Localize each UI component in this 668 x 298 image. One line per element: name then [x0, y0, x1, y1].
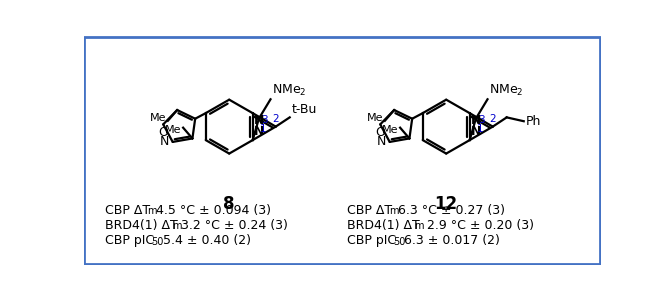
Text: Me: Me: [150, 113, 166, 123]
Text: 4.5 °C ± 0.094 (3): 4.5 °C ± 0.094 (3): [152, 204, 271, 217]
Text: NMe$_2$: NMe$_2$: [272, 83, 307, 98]
Text: O: O: [158, 126, 168, 139]
Text: N: N: [470, 114, 481, 127]
Text: CBP ΔT: CBP ΔT: [347, 204, 392, 217]
Text: 5.4 ± 0.40 (2): 5.4 ± 0.40 (2): [159, 235, 250, 247]
Text: BRD4(1) ΔT: BRD4(1) ΔT: [105, 219, 178, 232]
Text: m: m: [413, 221, 423, 231]
Text: 12: 12: [435, 195, 458, 213]
Text: 8: 8: [224, 195, 235, 213]
Text: 50: 50: [151, 237, 163, 247]
Text: Me: Me: [382, 125, 399, 135]
Text: O: O: [375, 126, 385, 139]
Text: 2: 2: [490, 114, 496, 124]
Text: NMe$_2$: NMe$_2$: [489, 83, 524, 98]
Text: BRD4(1) ΔT: BRD4(1) ΔT: [347, 219, 420, 232]
Text: N: N: [377, 135, 387, 148]
Text: N: N: [253, 114, 264, 127]
Text: N: N: [470, 125, 481, 138]
Text: CBP ΔT: CBP ΔT: [105, 204, 150, 217]
Text: t-Bu: t-Bu: [291, 103, 317, 116]
Text: N: N: [160, 135, 170, 148]
Text: CBP pIC: CBP pIC: [105, 235, 154, 247]
Text: N: N: [253, 125, 264, 138]
Text: Ph: Ph: [525, 115, 540, 128]
Text: 3.2 °C ± 0.24 (3): 3.2 °C ± 0.24 (3): [177, 219, 288, 232]
Text: 3: 3: [478, 115, 485, 125]
Text: Me: Me: [367, 113, 383, 123]
Text: 1: 1: [260, 124, 267, 134]
Text: 1: 1: [477, 124, 483, 134]
Text: m: m: [172, 221, 181, 231]
Text: m: m: [389, 206, 398, 216]
Text: CBP pIC: CBP pIC: [347, 235, 396, 247]
Text: m: m: [147, 206, 156, 216]
Text: Me: Me: [165, 125, 182, 135]
Text: 6.3 ± 0.017 (2): 6.3 ± 0.017 (2): [401, 235, 500, 247]
Text: 2: 2: [273, 114, 279, 124]
Text: 6.3 °C ± 0.27 (3): 6.3 °C ± 0.27 (3): [394, 204, 505, 217]
Text: 50: 50: [393, 237, 405, 247]
Text: 2.9 °C ± 0.20 (3): 2.9 °C ± 0.20 (3): [419, 219, 534, 232]
Text: 3: 3: [261, 115, 268, 125]
